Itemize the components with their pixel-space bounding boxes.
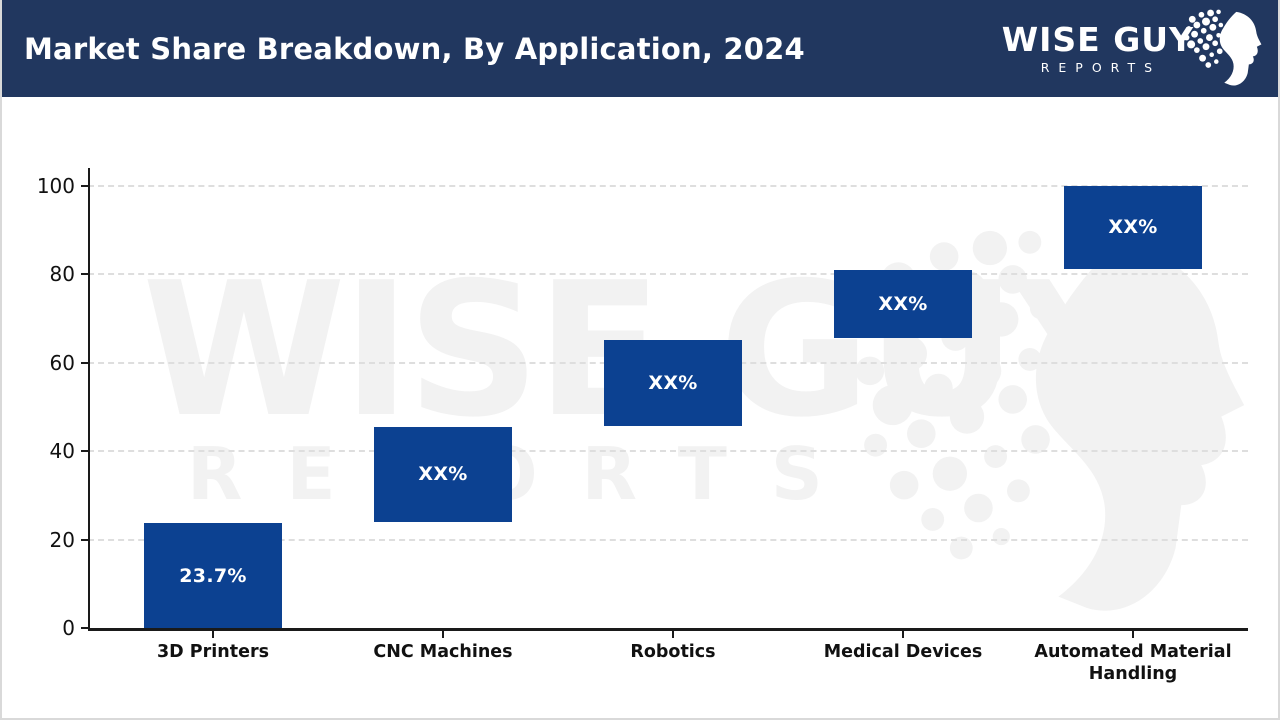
x-axis-line	[88, 628, 1248, 631]
gridline	[88, 450, 1248, 453]
y-tick-label: 80	[49, 262, 75, 287]
bar-value-label: XX%	[418, 463, 468, 486]
y-tick-label: 20	[49, 527, 75, 552]
x-tick	[442, 631, 444, 638]
wiseguy-head-icon	[1183, 9, 1262, 86]
y-tick	[81, 273, 88, 276]
y-tick-label: 0	[62, 616, 75, 640]
bar-medical-devices: XX%	[834, 269, 972, 339]
x-tick	[672, 631, 674, 638]
gridline	[88, 538, 1248, 541]
logo-subtext: REPORTS	[1040, 59, 1162, 75]
y-tick-label: 40	[49, 439, 75, 464]
x-tick	[212, 631, 214, 638]
x-axis-label: Medical Devices	[823, 642, 983, 662]
y-axis-line	[88, 168, 90, 630]
bar-value-label: XX%	[878, 293, 928, 316]
logo-text: WISE GUY REPORTS	[1002, 23, 1194, 75]
y-tick	[81, 627, 88, 629]
gridline	[88, 273, 1248, 276]
y-tick	[81, 361, 88, 364]
bar-value-label: XX%	[648, 372, 698, 395]
bar-value-label: XX%	[1108, 216, 1158, 239]
y-tick-label: 100	[36, 174, 75, 198]
x-axis-label: Robotics	[630, 642, 716, 662]
bar-robotics: XX%	[604, 339, 742, 427]
y-tick	[81, 538, 88, 541]
header-bar: Market Share Breakdown, By Application, …	[2, 0, 1278, 97]
x-axis-label: 3D Printers	[157, 642, 269, 662]
bar-value-label: 23.7%	[179, 564, 247, 587]
y-tick-label: 60	[49, 350, 75, 375]
bar-cnc-machines: XX%	[374, 426, 512, 522]
bar-automated-material-handling: XX%	[1064, 186, 1202, 269]
logo-wordmark: WISE GUY	[1001, 19, 1194, 59]
x-tick	[902, 631, 904, 638]
y-tick	[81, 450, 88, 453]
x-axis-label: Automated Material Handling	[1034, 642, 1232, 684]
x-tick	[1132, 631, 1134, 638]
wiseguy-logo: WISE GUY REPORTS	[1002, 8, 1262, 90]
y-tick	[81, 185, 88, 187]
bar-3d-printers: 23.7%	[144, 523, 282, 628]
x-axis-label: CNC Machines	[373, 642, 513, 662]
gridline	[88, 185, 1248, 187]
chart-title: Market Share Breakdown, By Application, …	[24, 31, 805, 66]
